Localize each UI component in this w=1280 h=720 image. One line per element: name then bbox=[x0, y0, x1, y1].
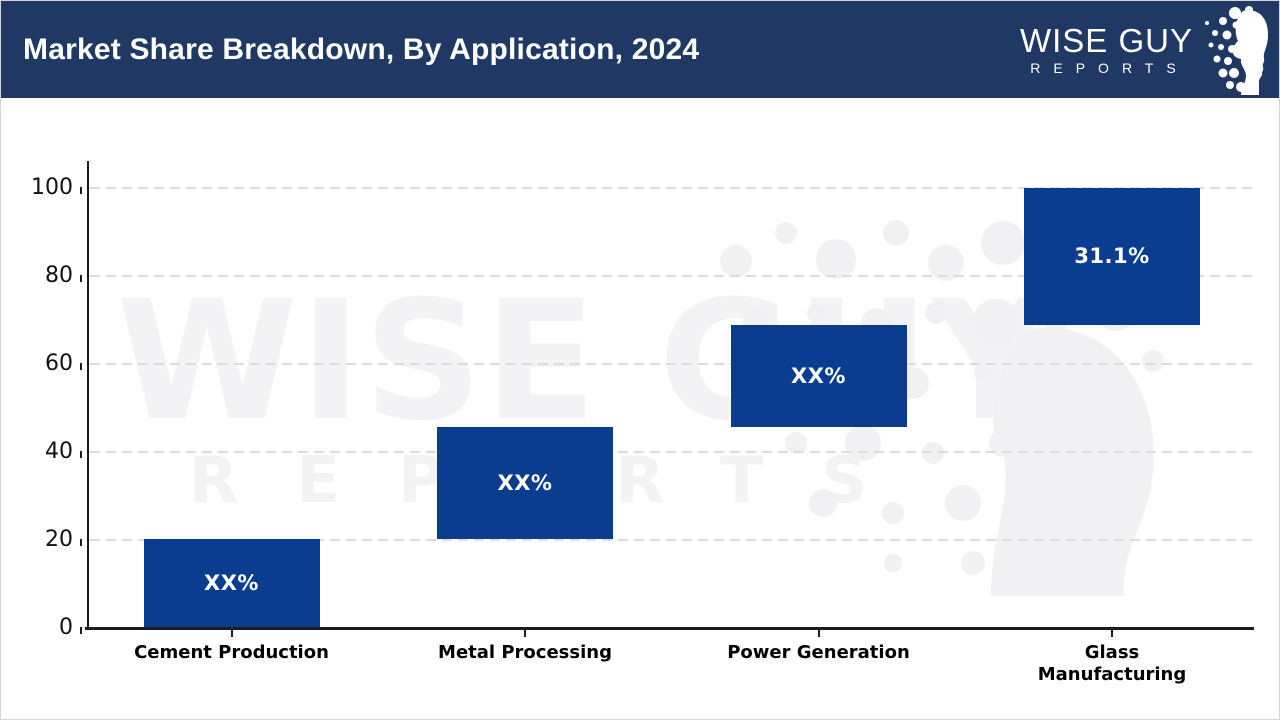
category-label: Cement Production bbox=[134, 642, 329, 663]
header-bar: Market Share Breakdown, By Application, … bbox=[1, 1, 1279, 98]
logo-wordmark: WISE GUY bbox=[1019, 22, 1193, 59]
bar-segment: XX% bbox=[730, 324, 907, 427]
y-tick-label: 40 bbox=[45, 439, 73, 464]
gridline-80 bbox=[90, 275, 1254, 277]
y-tick-mark bbox=[80, 275, 82, 282]
y-tick-label: 0 bbox=[59, 615, 73, 640]
gridline-100 bbox=[90, 187, 1254, 189]
bar-segment: 31.1% bbox=[1024, 188, 1200, 325]
logo-subtext: REPORTS bbox=[1030, 60, 1189, 76]
x-tick-mark bbox=[524, 630, 526, 637]
bar-value-label: XX% bbox=[791, 363, 846, 388]
y-tick-label: 100 bbox=[31, 175, 73, 200]
category-label: Power Generation bbox=[727, 642, 910, 663]
y-tick-label: 20 bbox=[45, 527, 73, 552]
bar-value-label: XX% bbox=[497, 470, 553, 495]
x-tick-mark bbox=[230, 630, 233, 637]
bar-segment: XX% bbox=[143, 538, 320, 628]
x-tick-mark bbox=[817, 630, 820, 637]
gridline-20 bbox=[90, 539, 1254, 541]
x-tick-mark bbox=[1111, 630, 1113, 637]
bar-value-label: XX% bbox=[204, 571, 259, 596]
chart-title: Market Share Breakdown, By Application, … bbox=[23, 32, 700, 66]
y-tick-mark bbox=[80, 187, 82, 194]
category-label: Metal Processing bbox=[438, 642, 612, 663]
bar-segment: XX% bbox=[437, 426, 613, 539]
y-tick-mark bbox=[80, 363, 82, 370]
y-axis-line bbox=[87, 161, 89, 629]
x-axis-line bbox=[85, 627, 1254, 630]
category-label: Glass Manufacturing bbox=[1037, 642, 1187, 685]
y-tick-mark bbox=[80, 627, 82, 634]
gridline-40 bbox=[90, 451, 1254, 453]
bar-value-label: 31.1% bbox=[1074, 244, 1150, 269]
wiseguy-logo: WISE GUY REPORTS bbox=[1020, 5, 1279, 95]
y-tick-label: 60 bbox=[45, 351, 73, 376]
y-tick-label: 80 bbox=[45, 263, 73, 288]
logo-text: WISE GUY REPORTS bbox=[1020, 24, 1193, 75]
y-tick-mark bbox=[80, 539, 82, 546]
gridline-60 bbox=[90, 363, 1254, 365]
logo-face-icon bbox=[1205, 5, 1269, 95]
y-tick-mark bbox=[80, 451, 82, 458]
